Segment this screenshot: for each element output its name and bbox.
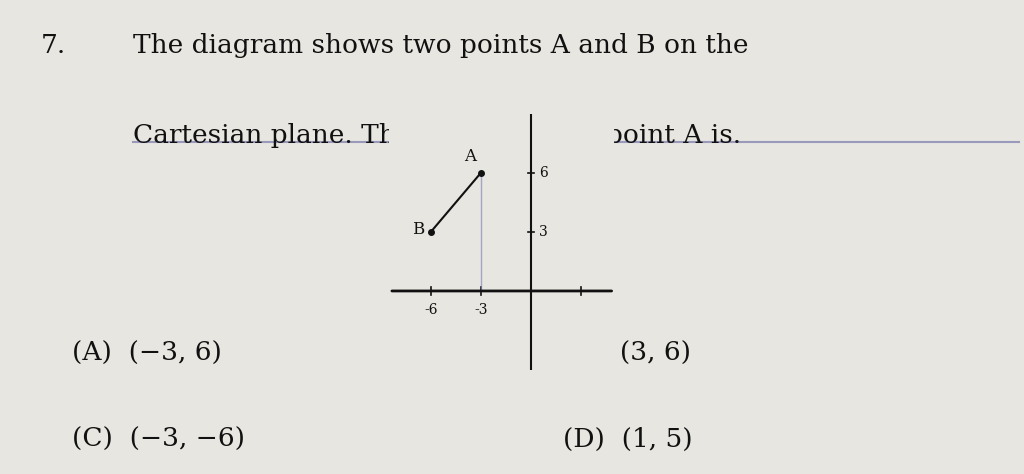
Text: A: A [464,148,476,165]
Text: 3: 3 [540,225,548,239]
Text: (D)  (1, 5): (D) (1, 5) [563,427,693,452]
Text: (B)  (3, 6): (B) (3, 6) [563,341,691,366]
Text: Cartesian plane. The coordinate of point A is.: Cartesian plane. The coordinate of point… [133,123,741,148]
Text: (A)  (−3, 6): (A) (−3, 6) [72,341,221,366]
Text: (C)  (−3, −6): (C) (−3, −6) [72,427,245,452]
Text: 6: 6 [540,166,548,180]
Text: -6: -6 [424,303,437,317]
Text: The diagram shows two points A and B on the: The diagram shows two points A and B on … [133,33,749,58]
Text: B: B [412,221,424,238]
Text: 7.: 7. [41,33,67,58]
Text: -3: -3 [474,303,487,317]
